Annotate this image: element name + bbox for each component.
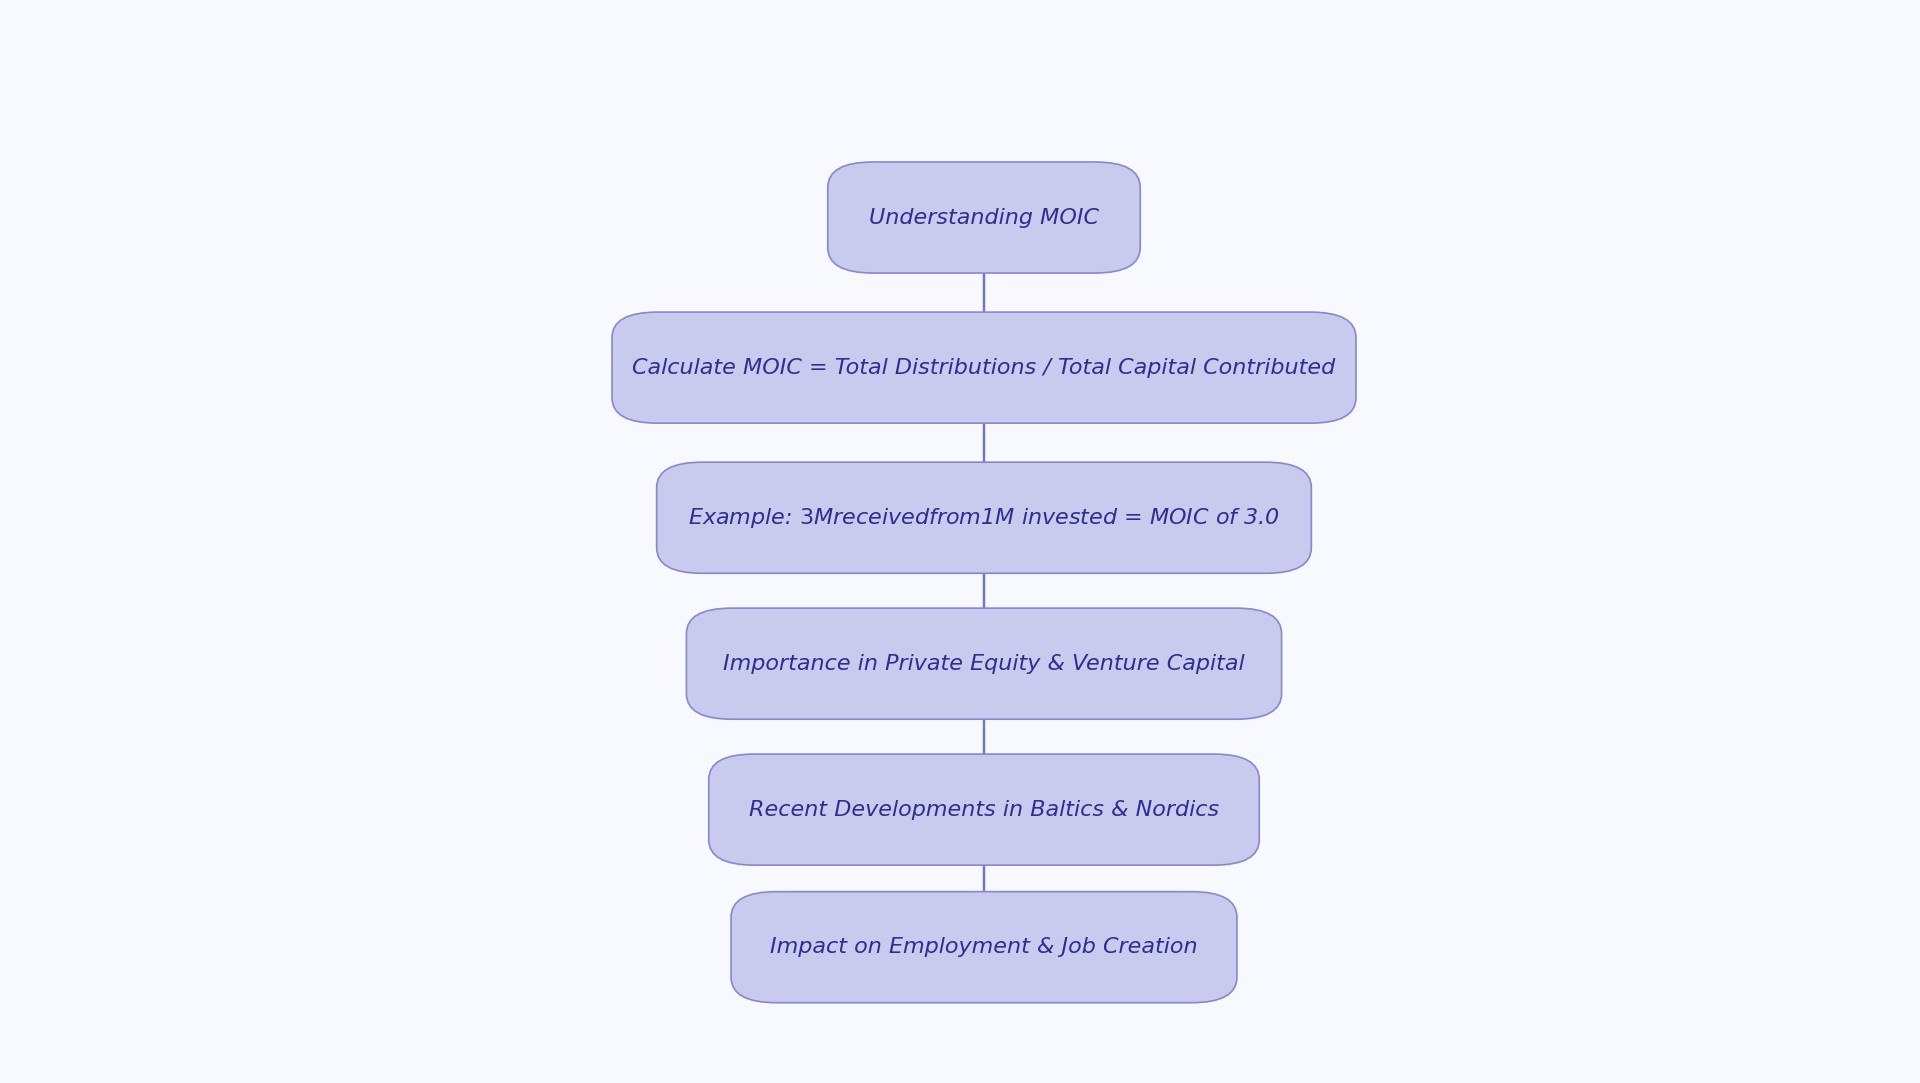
- FancyBboxPatch shape: [732, 891, 1236, 1003]
- Text: Impact on Employment & Job Creation: Impact on Employment & Job Creation: [770, 937, 1198, 957]
- Text: Example: $3M received from $1M invested = MOIC of 3.0: Example: $3M received from $1M invested …: [687, 506, 1281, 530]
- Text: Importance in Private Equity & Venture Capital: Importance in Private Equity & Venture C…: [724, 654, 1244, 674]
- FancyBboxPatch shape: [708, 754, 1260, 865]
- FancyBboxPatch shape: [657, 462, 1311, 573]
- Text: Calculate MOIC = Total Distributions / Total Capital Contributed: Calculate MOIC = Total Distributions / T…: [632, 357, 1336, 378]
- Text: Understanding MOIC: Understanding MOIC: [870, 208, 1098, 227]
- FancyBboxPatch shape: [828, 162, 1140, 273]
- FancyBboxPatch shape: [612, 312, 1356, 423]
- FancyBboxPatch shape: [687, 609, 1283, 719]
- Text: Recent Developments in Baltics & Nordics: Recent Developments in Baltics & Nordics: [749, 799, 1219, 820]
